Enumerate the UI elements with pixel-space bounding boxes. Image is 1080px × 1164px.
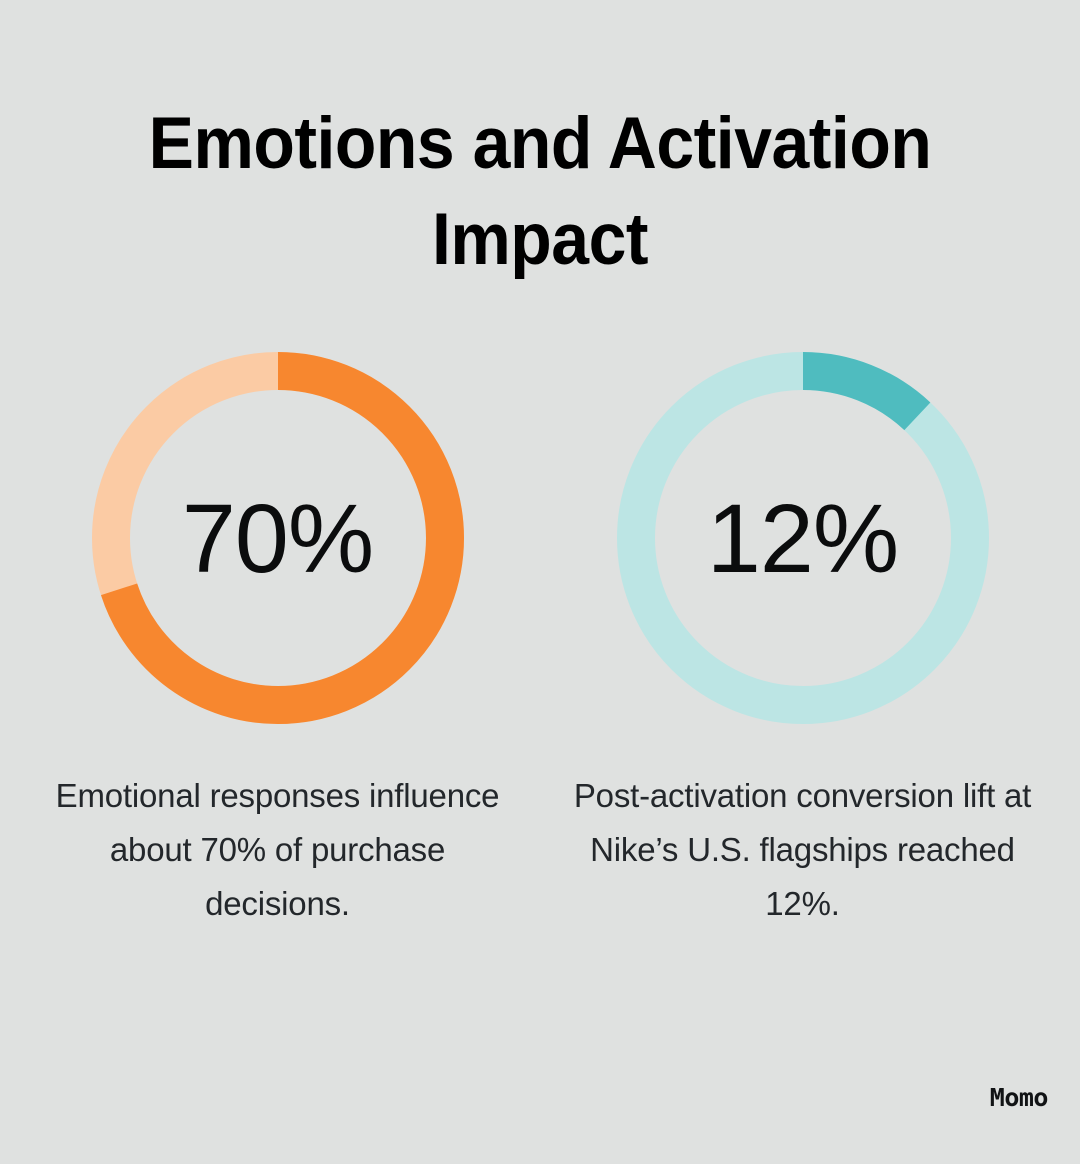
brand-logo: Momo — [989, 1083, 1049, 1112]
stat-caption-1: Emotional responses influence about 70% … — [55, 777, 500, 922]
donut-value-2: 12% — [706, 483, 899, 593]
donut-svg-2 — [616, 352, 989, 724]
donut-arc-2 — [616, 352, 989, 724]
donut-value-1: 70% — [181, 483, 374, 593]
stats-row: 70% Emotional responses influence about … — [0, 345, 1080, 931]
stat-card-1: 70% Emotional responses influence about … — [15, 345, 540, 931]
donut-svg-1 — [91, 352, 464, 724]
title-block: Emotions and Activation Impact — [60, 96, 1020, 288]
stat-card-2: 12% Post-activation conversion lift at N… — [540, 345, 1065, 931]
donut-chart-1: 70% — [85, 345, 471, 731]
donut-chart-2: 12% — [610, 345, 996, 731]
page-title: Emotions and Activation Impact — [148, 103, 932, 280]
donut-arc-1 — [91, 352, 464, 724]
stat-caption-2: Post-activation conversion lift at Nike’… — [573, 777, 1032, 922]
